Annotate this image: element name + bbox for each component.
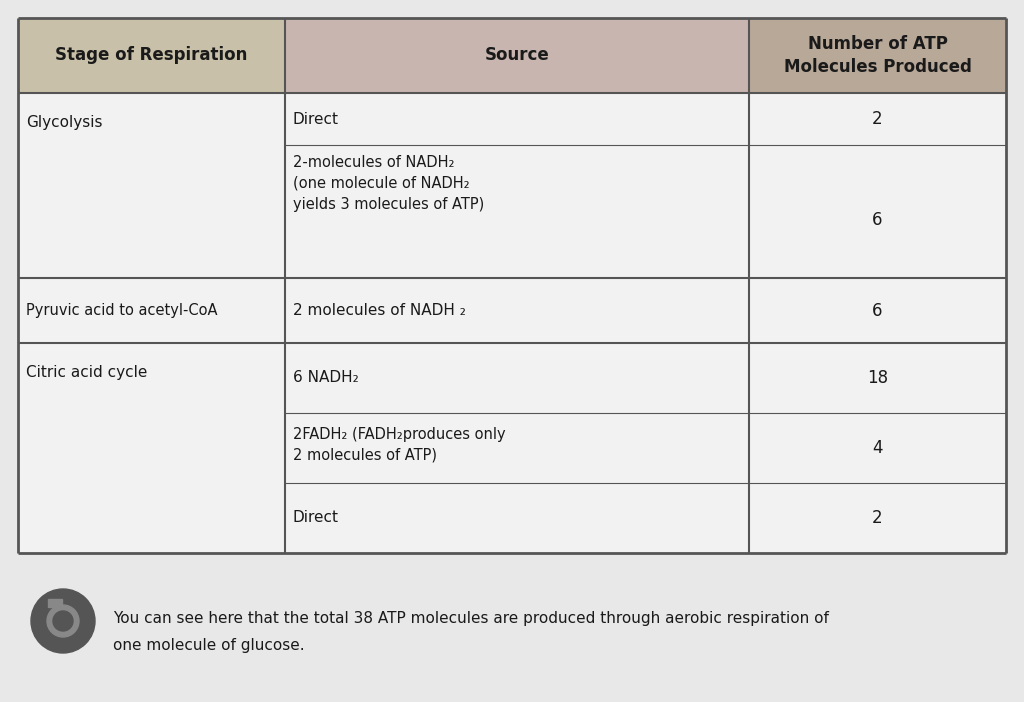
- Text: 6 NADH₂: 6 NADH₂: [293, 371, 358, 385]
- Text: 6: 6: [872, 211, 883, 229]
- Text: Source: Source: [484, 46, 549, 65]
- Bar: [48, 599, 62, 607]
- Text: Stage of Respiration: Stage of Respiration: [55, 46, 248, 65]
- Circle shape: [47, 605, 79, 637]
- Text: 6: 6: [872, 301, 883, 319]
- Bar: [18, 18, 285, 93]
- Bar: [18, 278, 1006, 343]
- Text: 2: 2: [872, 110, 883, 128]
- Text: Citric acid cycle: Citric acid cycle: [26, 365, 147, 380]
- Circle shape: [31, 589, 95, 653]
- Text: Glycolysis: Glycolysis: [26, 115, 102, 130]
- Bar: [18, 343, 1006, 553]
- Text: 2: 2: [872, 509, 883, 527]
- Text: You can see here that the total 38 ATP molecules are produced through aerobic re: You can see here that the total 38 ATP m…: [113, 611, 828, 626]
- Text: Direct: Direct: [293, 112, 339, 126]
- Text: 4: 4: [872, 439, 883, 457]
- Text: 2-molecules of NADH₂
(one molecule of NADH₂
yields 3 molecules of ATP): 2-molecules of NADH₂ (one molecule of NA…: [293, 155, 484, 212]
- Bar: [285, 18, 750, 93]
- Text: Pyruvic acid to acetyl-CoA: Pyruvic acid to acetyl-CoA: [26, 303, 217, 318]
- Circle shape: [53, 611, 73, 631]
- Text: 2FADH₂ (FADH₂produces only
2 molecules of ATP): 2FADH₂ (FADH₂produces only 2 molecules o…: [293, 427, 506, 463]
- Text: Number of ATP
Molecules Produced: Number of ATP Molecules Produced: [783, 35, 972, 76]
- Bar: [750, 18, 1006, 93]
- Bar: [18, 93, 1006, 278]
- Text: Direct: Direct: [293, 510, 339, 526]
- Text: 18: 18: [867, 369, 888, 387]
- Text: one molecule of glucose.: one molecule of glucose.: [113, 638, 304, 653]
- Text: 2 molecules of NADH ₂: 2 molecules of NADH ₂: [293, 303, 466, 318]
